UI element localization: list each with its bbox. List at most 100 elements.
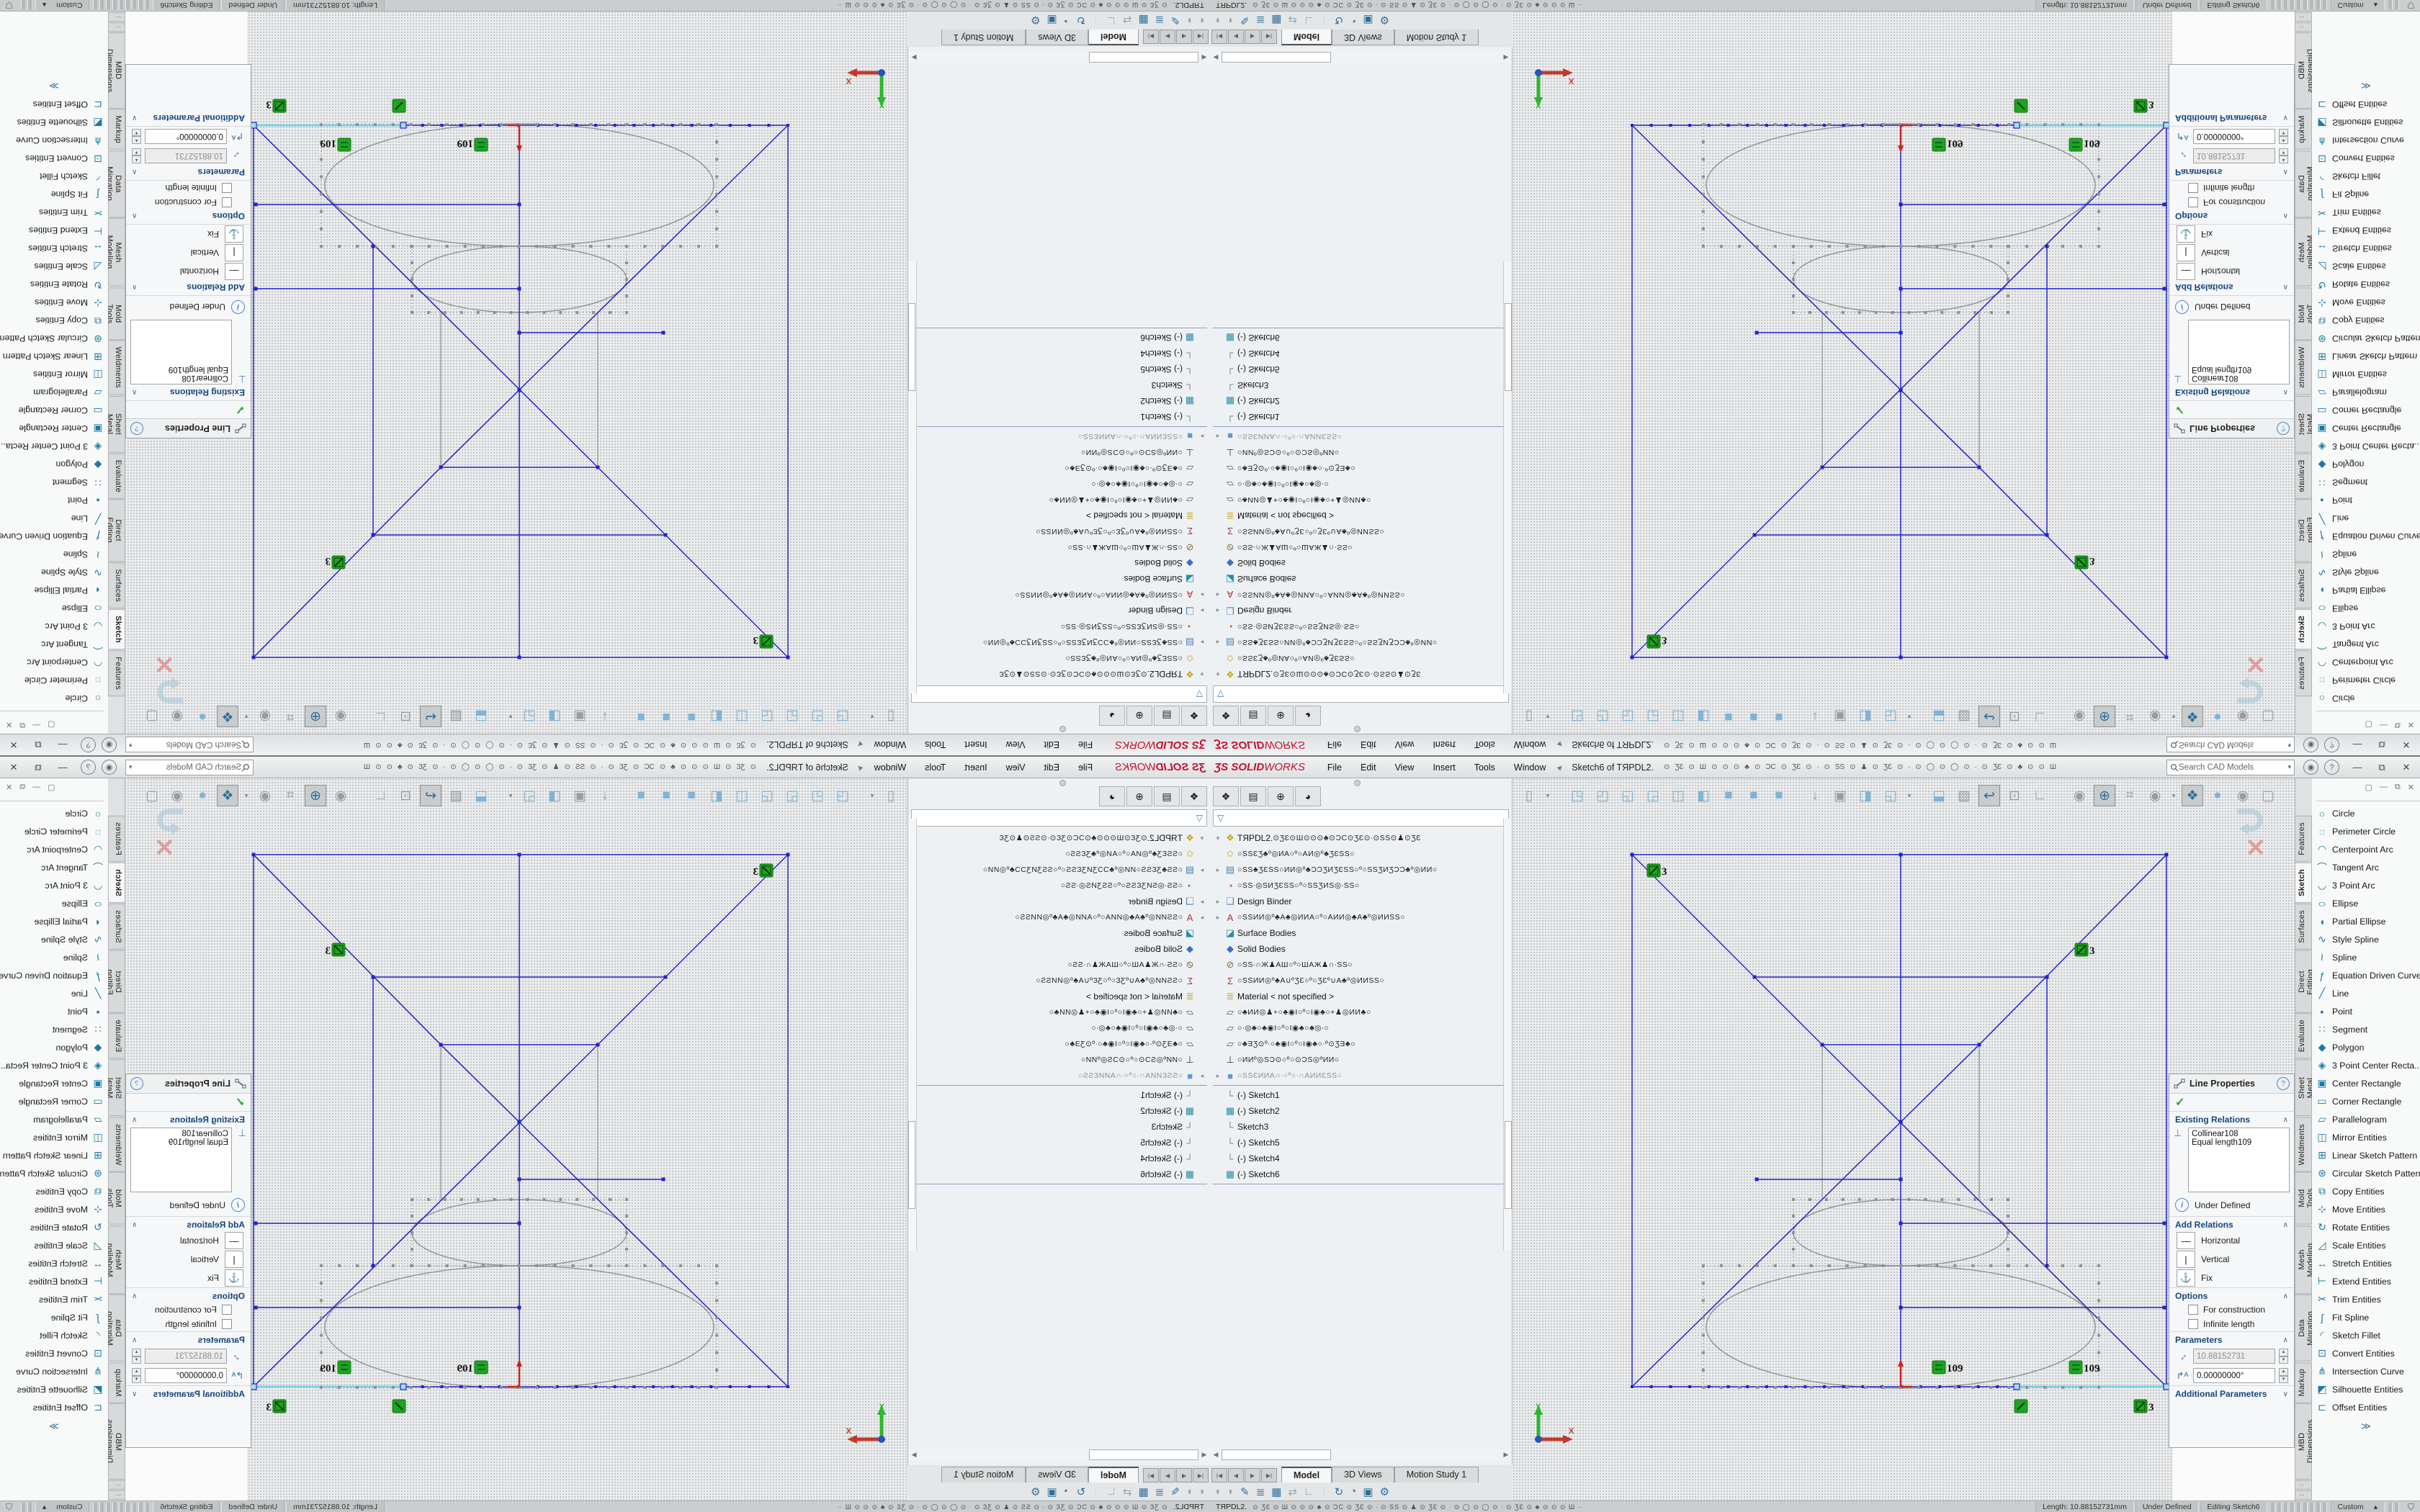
sketch-point[interactable] bbox=[571, 1386, 575, 1389]
sketch-vertex[interactable] bbox=[1899, 202, 1903, 207]
sketch-vertex[interactable] bbox=[517, 1177, 521, 1182]
sketch-point[interactable] bbox=[1971, 1264, 1975, 1267]
ok-checkmark-icon[interactable]: ✓ bbox=[235, 403, 245, 415]
tool-intersection-curve[interactable]: ⋔ Intersection Curve bbox=[0, 1362, 108, 1380]
sketch-point[interactable] bbox=[1976, 1385, 1980, 1388]
sketch-vertex[interactable] bbox=[1899, 655, 1903, 660]
tree-root-item[interactable]: ▾ ❖ TЯPDL2. ⊙ƷƐ⊙Ш⊙⊙⊙♣⊙ƆC⊙ƷƐ⊙∙⊙ЅS⊙♟⊙ƷƐ bbox=[1213, 666, 1512, 682]
sketch-point[interactable] bbox=[1719, 1264, 1723, 1267]
tool-3-point-arc[interactable]: ◡ 3 Point Arc bbox=[0, 618, 108, 636]
tab-surfaces[interactable]: Surfaces bbox=[2295, 562, 2312, 609]
sketch-point[interactable] bbox=[2007, 1386, 2011, 1389]
view-toolbar-icon[interactable]: ■ bbox=[1749, 709, 1758, 724]
tree-horizontal-scrollbar[interactable]: ◀ ▶ bbox=[908, 1449, 1210, 1461]
sketch-point[interactable] bbox=[728, 124, 732, 127]
panel-collapse-handle[interactable] bbox=[1354, 780, 1361, 786]
spin-down-icon[interactable]: ▼ bbox=[132, 148, 141, 156]
sketch-point[interactable] bbox=[1827, 245, 1831, 248]
sketch-point[interactable] bbox=[1755, 1264, 1759, 1267]
tool-copy-entities[interactable]: ⧉ Copy Entities bbox=[0, 312, 108, 330]
view-toolbar-icon[interactable]: ◱ bbox=[1621, 708, 1634, 724]
sketch-point[interactable] bbox=[2097, 1299, 2100, 1302]
menu-insert[interactable]: Insert bbox=[1433, 739, 1456, 750]
sketch-line[interactable] bbox=[440, 1044, 789, 1387]
sketch-point[interactable] bbox=[589, 1264, 593, 1267]
sketch-vertex[interactable] bbox=[1754, 330, 1759, 335]
toolbar-icon[interactable]: ЅS bbox=[1834, 763, 1845, 771]
sketch-point[interactable] bbox=[661, 123, 665, 126]
sketch-point[interactable] bbox=[1702, 158, 1705, 161]
sketch-point[interactable] bbox=[460, 1385, 463, 1388]
tool-parallelogram[interactable]: ▱ Parallelogram bbox=[2312, 384, 2420, 402]
spinner[interactable]: ▲ ▼ bbox=[132, 129, 141, 144]
scroll-left-icon[interactable]: ◀ bbox=[1213, 1451, 1219, 1458]
toolbar-icon[interactable]: ⊙ bbox=[1963, 763, 1970, 771]
sketch-point[interactable] bbox=[625, 1386, 629, 1389]
sketch-point[interactable] bbox=[1863, 1386, 1867, 1389]
toolbar-icon[interactable]: ◯ bbox=[1950, 741, 1959, 749]
sketch-point[interactable] bbox=[526, 1198, 529, 1201]
toolbar-icon[interactable]: ƷƐ bbox=[1883, 741, 1893, 749]
sketch-point[interactable] bbox=[1881, 245, 1885, 248]
tab-markup[interactable]: Markup bbox=[2295, 1362, 2312, 1403]
sketch-point[interactable] bbox=[1773, 1386, 1777, 1389]
tree-item[interactable]: ≣ Material < not specified > bbox=[908, 989, 1207, 1004]
sketch-point[interactable] bbox=[1842, 1385, 1845, 1388]
tool-segment[interactable]: ∷ Segment bbox=[0, 1020, 108, 1038]
checkbox[interactable] bbox=[222, 183, 232, 193]
sketch-point[interactable] bbox=[671, 124, 674, 127]
tool-mirror-entities[interactable]: ◫ Mirror Entities bbox=[0, 1128, 108, 1146]
toolbar-icon[interactable]: ЅS bbox=[1834, 741, 1845, 749]
sketch-point[interactable] bbox=[555, 1385, 559, 1388]
tab-weldments[interactable]: Weldments bbox=[2295, 340, 2312, 395]
parameter-field-0[interactable]: ↔ 10.88152731 ▲ ▼ bbox=[2169, 146, 2294, 166]
sketch-point[interactable] bbox=[625, 278, 628, 281]
tool-linear-sketch-pattern[interactable]: ⊞ Linear Sketch Pattern bbox=[2312, 1146, 2420, 1164]
sketch-point[interactable] bbox=[2079, 245, 2083, 248]
tool-center-rectangle[interactable]: ▣ Center Rectangle bbox=[0, 420, 108, 438]
sketch-point[interactable] bbox=[481, 1386, 485, 1389]
view-toolbar-icon[interactable]: ▾ bbox=[870, 713, 874, 721]
sketch-point[interactable] bbox=[320, 227, 323, 230]
expander-icon[interactable]: ▸ bbox=[1216, 607, 1220, 615]
tree-item[interactable]: ◪ Surface Bodies bbox=[908, 925, 1207, 941]
exit-sketch-icon[interactable] bbox=[156, 807, 193, 836]
sketch-point[interactable] bbox=[715, 245, 718, 248]
tool-trim-entities[interactable]: ✂ Trim Entities bbox=[2312, 1290, 2420, 1308]
configurationmanager-tab[interactable]: ⊕ bbox=[1126, 786, 1152, 806]
view-toolbar-icon[interactable]: ◲ bbox=[761, 708, 774, 724]
doc-window-control-icon[interactable]: ✕ bbox=[6, 783, 13, 792]
sketch-point[interactable] bbox=[373, 123, 377, 126]
spin-up-icon[interactable]: ▲ bbox=[2279, 136, 2288, 144]
sketch-point[interactable] bbox=[1702, 123, 1705, 126]
sketch-point[interactable] bbox=[355, 245, 359, 248]
view-toolbar-icon[interactable]: ■ bbox=[1724, 709, 1733, 724]
sketch-vertex[interactable] bbox=[1899, 388, 1903, 392]
toolbar-icon[interactable]: Ш bbox=[364, 763, 371, 771]
sketch-point[interactable] bbox=[411, 311, 413, 314]
bottom-toolbar-icon[interactable]: ⇄ bbox=[1122, 14, 1132, 27]
sketch-point[interactable] bbox=[476, 1198, 480, 1201]
doc-window-control-icon[interactable]: ⧉ bbox=[2394, 721, 2401, 729]
tree-root-item[interactable]: ▾ ❖ TЯPDL2. ⊙ƷƐ⊙Ш⊙⊙⊙♣⊙ƆC⊙ƷƐ⊙∙⊙ЅS⊙♟⊙ƷƐ bbox=[1213, 830, 1512, 846]
toolbar-icon[interactable]: ⊙ bbox=[386, 763, 393, 771]
tool-center-rectangle[interactable]: ▣ Center Rectangle bbox=[2312, 1074, 2420, 1092]
sketch-vertex[interactable] bbox=[1899, 1221, 1903, 1225]
view-toolbar-icon[interactable]: ◉ bbox=[171, 708, 184, 724]
tree-item-sketch[interactable]: └ (-) Sketch5 bbox=[1213, 1135, 1512, 1151]
toolbar-icon[interactable]: ⊙ bbox=[632, 741, 640, 749]
view-toolbar-icon[interactable]: ◱ bbox=[523, 708, 536, 724]
tab-data-migration[interactable]: Data Migration bbox=[108, 150, 125, 217]
toolbar-icon[interactable]: Ш bbox=[2049, 741, 2056, 749]
view-toolbar-icon[interactable]: ▣ bbox=[1834, 708, 1847, 724]
sketch-point[interactable] bbox=[1990, 311, 1994, 314]
sketch-vertex[interactable] bbox=[254, 1221, 258, 1225]
sketch-point[interactable] bbox=[575, 311, 579, 314]
relation-button-fix[interactable]: ⚓ Fix bbox=[126, 1269, 251, 1287]
sketch-point[interactable] bbox=[542, 311, 546, 314]
doc-window-control-icon[interactable]: — bbox=[32, 783, 41, 791]
menu-window[interactable]: Window bbox=[1513, 739, 1546, 750]
on-edge-icon[interactable] bbox=[2017, 102, 2025, 110]
sketch-point[interactable] bbox=[320, 1333, 323, 1337]
tree-item-sketch[interactable]: └ (-) Sketch4 bbox=[1213, 1151, 1512, 1166]
